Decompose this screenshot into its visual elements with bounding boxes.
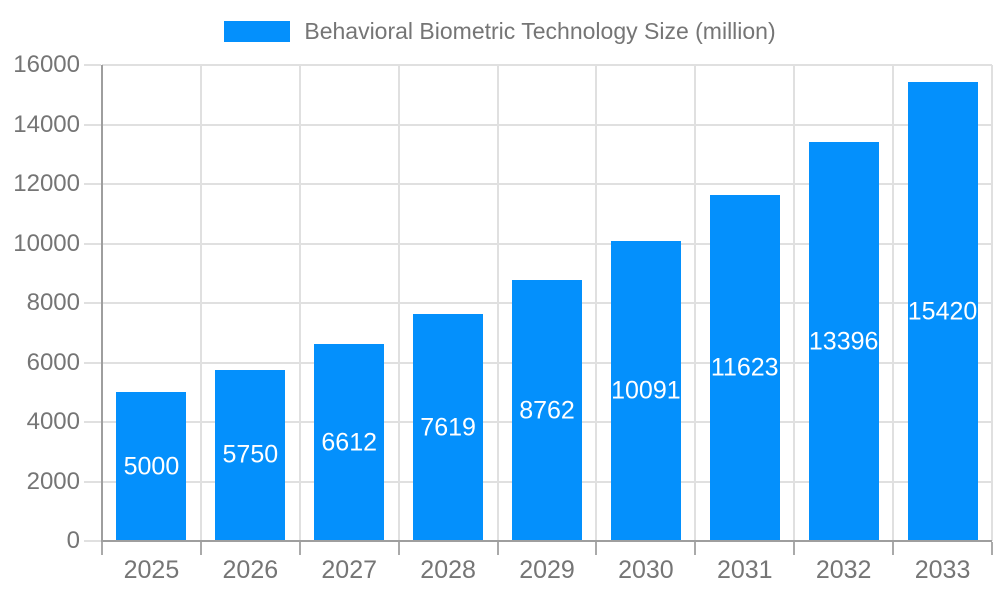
bar-2032[interactable]: 13396 (808, 142, 879, 541)
bar-value-label: 7619 (420, 413, 476, 442)
bar-2027[interactable]: 6612 (314, 344, 385, 541)
gridline-vertical (991, 65, 993, 541)
y-tick-label: 10000 (13, 229, 80, 257)
y-tick-label: 2000 (26, 467, 80, 495)
gridline-horizontal (102, 242, 992, 245)
bar-value-label: 6612 (321, 428, 378, 457)
bar-2031[interactable]: 11623 (709, 195, 780, 541)
y-axis-tick (84, 421, 101, 423)
y-axis-tick (84, 64, 101, 66)
bar-value-label: 13396 (808, 327, 879, 356)
y-tick-label: 12000 (13, 170, 80, 197)
gridline-vertical (397, 65, 400, 541)
chart-legend[interactable]: Behavioral Biometric Technology Size (mi… (0, 14, 1000, 48)
bar-2025[interactable]: 5000 (116, 392, 187, 541)
x-tick-label: 2032 (815, 556, 872, 584)
plot-area: 5000 5750 6612 7619 8762 10091 11623 13396 15420 (102, 64, 993, 541)
gridline-vertical (892, 65, 895, 541)
gridline-vertical (496, 65, 499, 541)
x-tick-label: 2026 (222, 556, 279, 584)
y-tick-label: 0 (66, 527, 80, 554)
bar-value-label: 5750 (222, 440, 279, 469)
legend-swatch (224, 20, 291, 42)
gridline-vertical (595, 65, 598, 541)
x-axis-tick (397, 542, 400, 555)
gridline-vertical (793, 65, 796, 541)
x-axis-tick (892, 542, 895, 555)
y-axis-tick (84, 361, 101, 364)
bar-value-label: 15420 (907, 297, 978, 326)
y-tick-label: 16000 (13, 51, 80, 78)
legend-label: Behavioral Biometric Technology Size (mi… (304, 17, 776, 44)
bar-value-label: 11623 (710, 353, 779, 382)
bar-value-label: 5000 (123, 452, 180, 481)
bar-value-label: 10091 (611, 376, 681, 405)
x-tick-label: 2031 (716, 556, 773, 584)
y-tick-label: 6000 (26, 348, 80, 376)
x-tick-label: 2033 (914, 556, 971, 584)
gridline-horizontal (102, 64, 992, 66)
y-axis-tick (84, 183, 101, 185)
x-axis-tick (496, 542, 499, 555)
y-tick-label: 4000 (26, 408, 80, 435)
x-axis-tick (199, 542, 202, 555)
y-axis-tick (84, 123, 101, 126)
gridline-horizontal (102, 183, 992, 185)
x-tick-label: 2030 (618, 556, 674, 584)
y-tick-label: 14000 (13, 110, 80, 138)
bar-2028[interactable]: 7619 (413, 314, 484, 541)
x-axis-tick (694, 542, 697, 555)
gridline-vertical (298, 65, 301, 541)
y-axis-tick (84, 480, 101, 483)
y-axis-tick (84, 540, 101, 542)
x-tick-label: 2025 (123, 556, 180, 584)
x-tick-label: 2028 (420, 556, 476, 584)
x-axis-line (101, 540, 992, 542)
gridline-vertical (199, 65, 202, 541)
y-axis-line (101, 65, 103, 543)
x-axis-tick (793, 542, 796, 555)
bar-2026[interactable]: 5750 (215, 369, 286, 541)
y-axis-tick (84, 242, 101, 245)
y-tick-label: 8000 (26, 289, 80, 316)
x-axis-tick (595, 542, 598, 555)
x-axis-tick (991, 542, 993, 555)
bar-2029[interactable]: 8762 (512, 280, 582, 541)
bar-value-label: 8762 (519, 396, 575, 425)
y-axis-tick (84, 302, 101, 304)
x-tick-label: 2027 (321, 556, 378, 584)
gridline-horizontal (102, 123, 992, 126)
x-axis-tick (101, 542, 103, 555)
x-axis-tick (298, 542, 301, 555)
gridline-vertical (694, 65, 697, 541)
x-tick-label: 2029 (519, 556, 575, 584)
bar-2033[interactable]: 15420 (907, 82, 978, 541)
bar-2030[interactable]: 10091 (610, 240, 681, 541)
